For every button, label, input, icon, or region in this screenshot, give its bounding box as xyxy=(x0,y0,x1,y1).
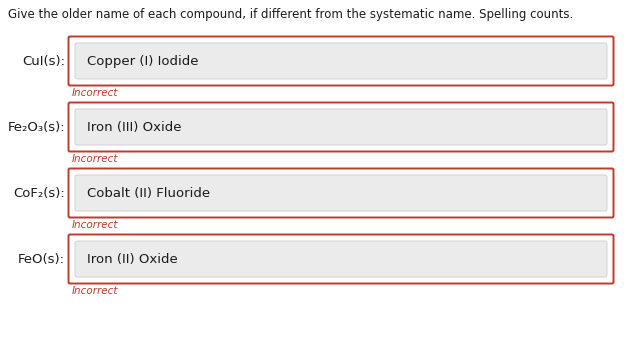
Text: FeO(s):: FeO(s): xyxy=(18,252,65,265)
Text: Give the older name of each compound, if different from the systematic name. Spe: Give the older name of each compound, if… xyxy=(8,8,573,21)
FancyBboxPatch shape xyxy=(75,109,607,145)
FancyBboxPatch shape xyxy=(69,169,613,217)
FancyBboxPatch shape xyxy=(69,36,613,86)
FancyBboxPatch shape xyxy=(69,235,613,283)
FancyBboxPatch shape xyxy=(69,103,613,152)
Text: Copper (I) Iodide: Copper (I) Iodide xyxy=(87,55,198,68)
Text: CoF₂(s):: CoF₂(s): xyxy=(13,187,65,200)
Text: Incorrect: Incorrect xyxy=(72,154,119,164)
Text: Iron (II) Oxide: Iron (II) Oxide xyxy=(87,252,178,265)
Text: Incorrect: Incorrect xyxy=(72,88,119,98)
Text: CuI(s):: CuI(s): xyxy=(22,55,65,68)
Text: Cobalt (II) Fluoride: Cobalt (II) Fluoride xyxy=(87,187,210,200)
Text: Incorrect: Incorrect xyxy=(72,286,119,296)
FancyBboxPatch shape xyxy=(75,241,607,277)
Text: Incorrect: Incorrect xyxy=(72,220,119,230)
Text: Fe₂O₃(s):: Fe₂O₃(s): xyxy=(7,121,65,134)
FancyBboxPatch shape xyxy=(75,43,607,79)
FancyBboxPatch shape xyxy=(75,175,607,211)
Text: Iron (III) Oxide: Iron (III) Oxide xyxy=(87,121,182,134)
